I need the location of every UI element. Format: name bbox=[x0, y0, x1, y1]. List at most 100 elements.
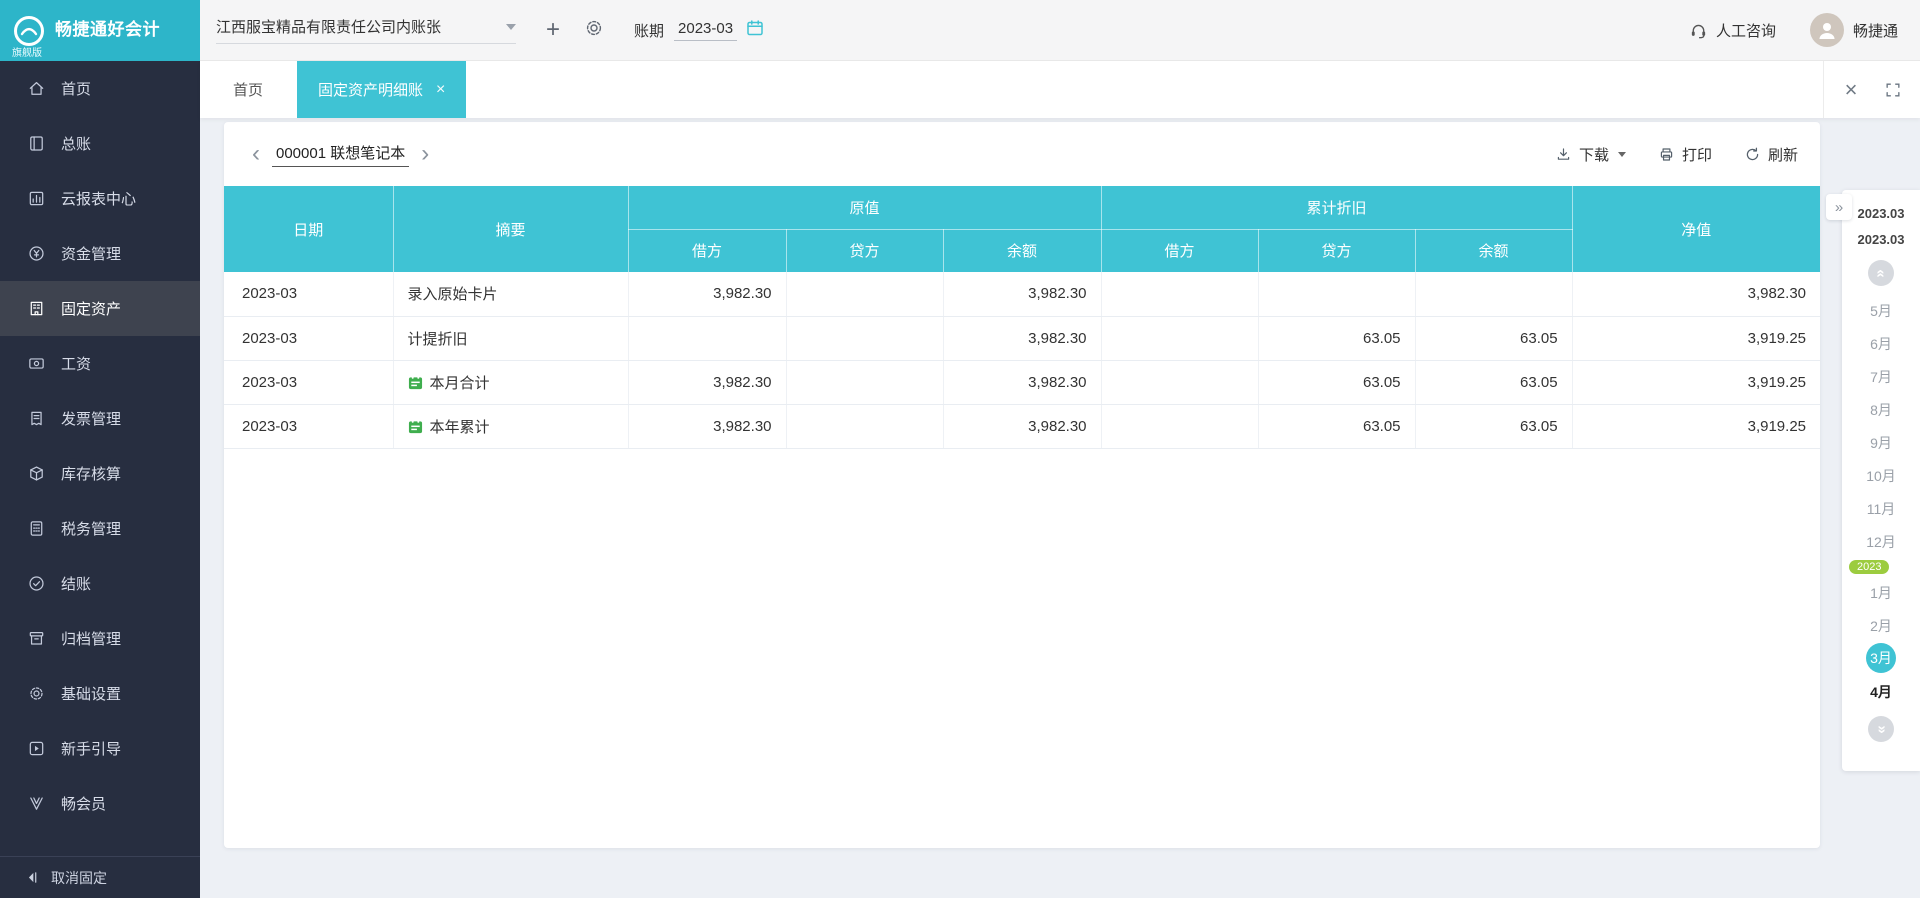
sidebar-item-salary[interactable]: 工资 bbox=[0, 336, 200, 391]
table-row: 2023-03 录入原始卡片 3,982.30 3,982.30 3,982.3… bbox=[224, 272, 1820, 317]
cell-net: 3,919.25 bbox=[1572, 404, 1820, 449]
company-selector[interactable]: 江西服宝精品有限责任公司内账张 bbox=[216, 16, 516, 44]
sidebar-item-label: 结账 bbox=[61, 576, 92, 593]
month-item-4-current[interactable]: 4月 bbox=[1870, 683, 1892, 700]
col-header-ov-balance: 余额 bbox=[943, 229, 1102, 272]
print-icon bbox=[1660, 147, 1673, 161]
tax-icon bbox=[30, 521, 43, 536]
app-logo: 畅捷通好会计 旗舰版 bbox=[0, 0, 200, 61]
sidebar-item-inventory[interactable]: 库存核算 bbox=[0, 446, 200, 501]
sidebar-item-label: 首页 bbox=[61, 81, 92, 98]
calendar-button[interactable] bbox=[745, 18, 765, 43]
month-item-6[interactable]: 6月 bbox=[1870, 335, 1892, 352]
month-item-7[interactable]: 7月 bbox=[1870, 368, 1892, 385]
invoice-icon bbox=[31, 411, 42, 426]
chevron-down-icon bbox=[506, 23, 516, 30]
tab-home[interactable]: 首页 bbox=[212, 61, 284, 118]
month-item-10[interactable]: 10月 bbox=[1866, 467, 1896, 484]
asset-selector[interactable]: 000001 联想笔记本 bbox=[272, 142, 410, 167]
sidebar-item-label: 固定资产 bbox=[61, 301, 122, 318]
sidebar-item-cloud-reports[interactable]: 云报表中心 bbox=[0, 171, 200, 226]
month-item-11[interactable]: 11月 bbox=[1866, 500, 1896, 517]
sidebar-item-funds[interactable]: 资金管理 bbox=[0, 226, 200, 281]
sidebar-item-fixed-assets[interactable]: 固定资产 bbox=[0, 281, 200, 336]
cell-net: 3,919.25 bbox=[1572, 316, 1820, 361]
avatar[interactable] bbox=[1809, 13, 1844, 47]
refresh-button[interactable]: 刷新 bbox=[1744, 144, 1798, 165]
period-value[interactable]: 2023-03 bbox=[674, 20, 738, 41]
topbar: 江西服宝精品有限责任公司内账张 + 账期 2023-03 人工咨询 畅捷 bbox=[200, 0, 1920, 61]
table-row-year-total: 2023-03 本年累计 3,982.30 3,982.30 bbox=[224, 404, 1820, 449]
user-icon bbox=[1819, 23, 1835, 39]
company-name: 江西服宝精品有限责任公司内账张 bbox=[216, 19, 442, 36]
sidebar-item-closing[interactable]: 结账 bbox=[0, 556, 200, 611]
sidebar-item-settings[interactable]: 基础设置 bbox=[0, 666, 200, 721]
sidebar: 畅捷通好会计 旗舰版 首页 总账 云报表中心 资金管理 固定资产 bbox=[0, 0, 200, 898]
sidebar-item-archive[interactable]: 归档管理 bbox=[0, 611, 200, 666]
main-area: 江西服宝精品有限责任公司内账张 + 账期 2023-03 人工咨询 畅捷 bbox=[200, 0, 1920, 898]
month-item-3-selected[interactable]: 3月 bbox=[1866, 643, 1896, 673]
month-item-8[interactable]: 8月 bbox=[1870, 401, 1892, 418]
headset-icon bbox=[1691, 24, 1706, 38]
period-label: 账期 bbox=[634, 22, 665, 40]
month-total-calendar-icon bbox=[408, 375, 422, 389]
sidebar-item-member[interactable]: 畅会员 bbox=[0, 776, 200, 831]
month-item-1[interactable]: 1月 bbox=[1870, 584, 1892, 601]
cell-ad-credit: 63.05 bbox=[1258, 404, 1416, 449]
add-button[interactable]: + bbox=[546, 16, 561, 43]
collapse-panel-button[interactable]: » bbox=[1826, 194, 1852, 220]
prev-asset-button[interactable]: ‹ bbox=[252, 140, 260, 167]
sidebar-item-label: 库存核算 bbox=[61, 466, 122, 483]
settings-gear-button[interactable] bbox=[584, 18, 604, 43]
sidebar-item-guide[interactable]: 新手引导 bbox=[0, 721, 200, 776]
cell-ov-credit bbox=[786, 272, 944, 317]
year-badge: 2023 bbox=[1849, 560, 1890, 574]
ledger-icon bbox=[30, 136, 43, 151]
fullscreen-button[interactable] bbox=[1872, 61, 1914, 118]
download-label: 下载 bbox=[1578, 146, 1609, 164]
guide-icon bbox=[29, 741, 44, 756]
fixed-assets-icon bbox=[30, 301, 43, 316]
funds-icon bbox=[29, 246, 44, 261]
month-item-5[interactable]: 5月 bbox=[1870, 302, 1892, 319]
support-button[interactable]: 人工咨询 bbox=[1689, 20, 1776, 41]
month-item-2[interactable]: 2月 bbox=[1870, 617, 1892, 634]
cloud-report-icon bbox=[29, 191, 44, 206]
tab-fixed-asset-ledger[interactable]: 固定资产明细账 × bbox=[297, 61, 467, 118]
user-name[interactable]: 畅捷通 bbox=[1852, 22, 1898, 40]
tab-label: 首页 bbox=[233, 82, 264, 99]
cell-summary: 本年累计 bbox=[393, 404, 629, 449]
tabbar: 首页 固定资产明细账 × × bbox=[200, 61, 1920, 118]
cell-date: 2023-03 bbox=[224, 404, 394, 449]
month-item-12[interactable]: 12月 bbox=[1866, 533, 1896, 550]
settings-icon bbox=[30, 687, 43, 700]
download-button[interactable]: 下载 bbox=[1555, 144, 1626, 165]
next-asset-button[interactable]: › bbox=[421, 140, 430, 167]
table-row: 2023-03 计提折旧 3,982.30 63.05 63.05 3,919.… bbox=[224, 316, 1820, 361]
cell-ad-credit: 63.05 bbox=[1258, 360, 1416, 405]
cell-ad-debit bbox=[1101, 404, 1259, 449]
sidebar-item-home[interactable]: 首页 bbox=[0, 61, 200, 116]
sidebar-item-label: 新手引导 bbox=[61, 741, 122, 758]
col-header-ad-balance: 余额 bbox=[1415, 229, 1573, 272]
double-chevron-up-icon: « bbox=[1872, 268, 1890, 278]
print-button[interactable]: 打印 bbox=[1658, 144, 1712, 165]
unpin-sidebar-button[interactable]: 取消固定 bbox=[0, 856, 200, 898]
double-chevron-down-icon: « bbox=[1872, 724, 1890, 734]
sidebar-item-invoices[interactable]: 发票管理 bbox=[0, 391, 200, 446]
sidebar-item-general-ledger[interactable]: 总账 bbox=[0, 116, 200, 171]
cell-summary: 本月合计 bbox=[393, 360, 629, 405]
cell-ov-credit bbox=[786, 316, 944, 361]
cell-ov-debit: 3,982.30 bbox=[628, 404, 787, 449]
cell-ad-debit bbox=[1101, 360, 1259, 405]
month-item-9[interactable]: 9月 bbox=[1870, 434, 1892, 451]
sidebar-item-tax[interactable]: 税务管理 bbox=[0, 501, 200, 556]
archive-icon bbox=[29, 631, 44, 645]
scroll-months-down-button[interactable]: « bbox=[1868, 716, 1894, 742]
sidebar-item-label: 税务管理 bbox=[61, 521, 122, 538]
close-all-tabs-button[interactable]: × bbox=[1844, 76, 1858, 102]
sidebar-item-label: 总账 bbox=[61, 136, 92, 153]
sidebar-item-label: 畅会员 bbox=[61, 796, 107, 813]
tab-close-icon[interactable]: × bbox=[436, 80, 446, 98]
scroll-months-up-button[interactable]: « bbox=[1868, 260, 1894, 286]
